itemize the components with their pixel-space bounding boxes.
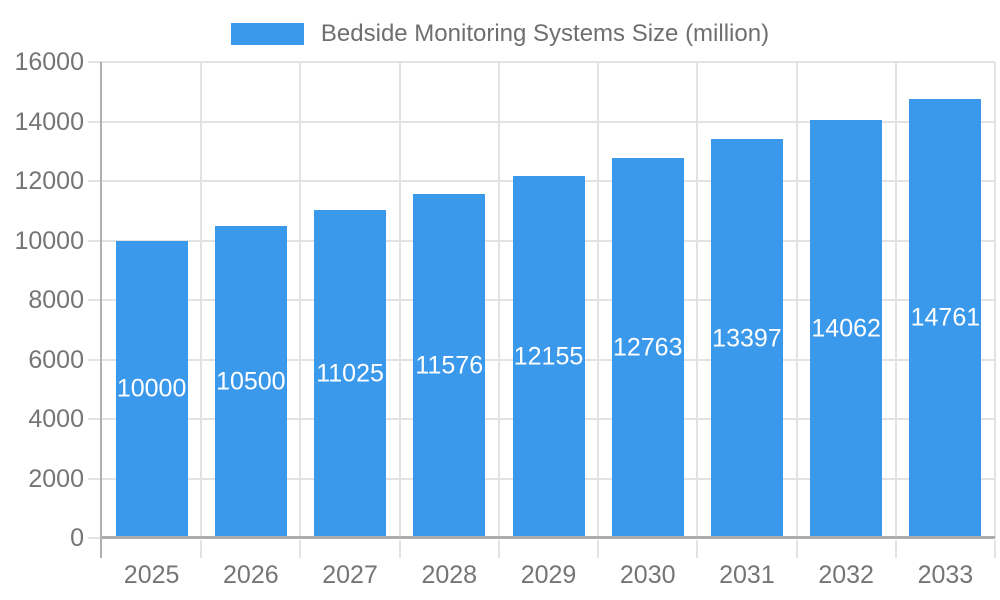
x-axis-tick-label: 2030 [619,561,676,589]
bar-value-label: 11576 [415,351,484,380]
y-axis-tick-label: 6000 [28,345,84,374]
x-tick-mark [200,540,203,558]
bar: 11576 [413,193,486,538]
legend-label: Bedside Monitoring Systems Size (million… [320,20,770,47]
x-axis-tick-label: 2033 [917,561,974,589]
y-axis-line [100,62,102,558]
bar-value-label: 10500 [216,367,286,396]
x-tick-mark [894,540,897,558]
bar-value-label: 12763 [612,333,683,362]
gridline [795,62,798,538]
x-tick-mark [398,540,401,558]
x-axis-tick-label: 2029 [520,561,577,589]
y-tick-mark [88,358,102,361]
y-axis-tick-label: 14000 [14,107,84,136]
y-tick-mark [88,180,102,182]
y-tick-mark [88,418,102,420]
bar: 13397 [710,139,783,538]
y-tick-mark [88,120,102,123]
bar: 10000 [115,240,188,538]
y-axis-tick-label: 2000 [28,464,84,493]
x-axis-tick-label: 2026 [223,561,279,589]
gridline [894,62,897,538]
y-tick-mark [88,299,102,301]
gridline [994,62,996,538]
legend-swatch-icon [230,23,304,45]
gridline [299,62,302,538]
x-axis-tick-label: 2028 [421,561,478,589]
x-axis-tick-label: 2027 [322,561,378,589]
y-axis-tick-label: 16000 [14,48,84,76]
gridline [102,120,995,123]
bar: 12763 [611,158,684,538]
y-axis-tick-label: 12000 [14,167,84,195]
x-axis-tick-label: 2025 [123,561,180,589]
y-axis-tick-label: 0 [70,524,84,552]
y-tick-mark [88,61,102,63]
bar: 14761 [909,98,982,538]
gridline [200,62,203,538]
bar-value-label: 13397 [712,324,782,353]
x-tick-mark [597,540,600,558]
x-tick-mark [696,540,699,558]
bar: 10500 [214,225,287,538]
y-axis-tick-label: 4000 [28,405,84,433]
bar: 12155 [512,176,585,538]
gridline [398,62,401,538]
x-tick-mark [497,540,500,558]
y-tick-mark [88,477,102,480]
gridline [102,61,995,63]
bar: 14062 [810,119,883,538]
bar-value-label: 14761 [910,303,981,332]
y-axis-tick-label: 10000 [14,226,84,255]
y-tick-mark [88,537,102,539]
x-axis-tick-label: 2032 [818,561,874,589]
x-tick-mark [795,540,798,558]
bar-value-label: 12155 [513,342,584,371]
plot-area: 10000 10500 11025 11576 12155 12763 13397 14062… [100,61,996,558]
gridline [597,62,600,538]
bar-value-label: 11025 [316,359,384,388]
legend[interactable]: Bedside Monitoring Systems Size (million… [0,16,1000,52]
y-tick-mark [88,239,102,242]
y-axis-tick-label: 8000 [28,286,84,314]
bar-value-label: 14062 [811,314,881,343]
x-axis-line [102,536,995,539]
gridline [497,62,500,538]
x-tick-mark [994,540,996,558]
gridline [696,62,699,538]
x-tick-mark [299,540,302,558]
x-axis-tick-label: 2031 [719,561,775,589]
bar: 11025 [314,210,387,538]
bar-value-label: 10000 [116,374,187,403]
